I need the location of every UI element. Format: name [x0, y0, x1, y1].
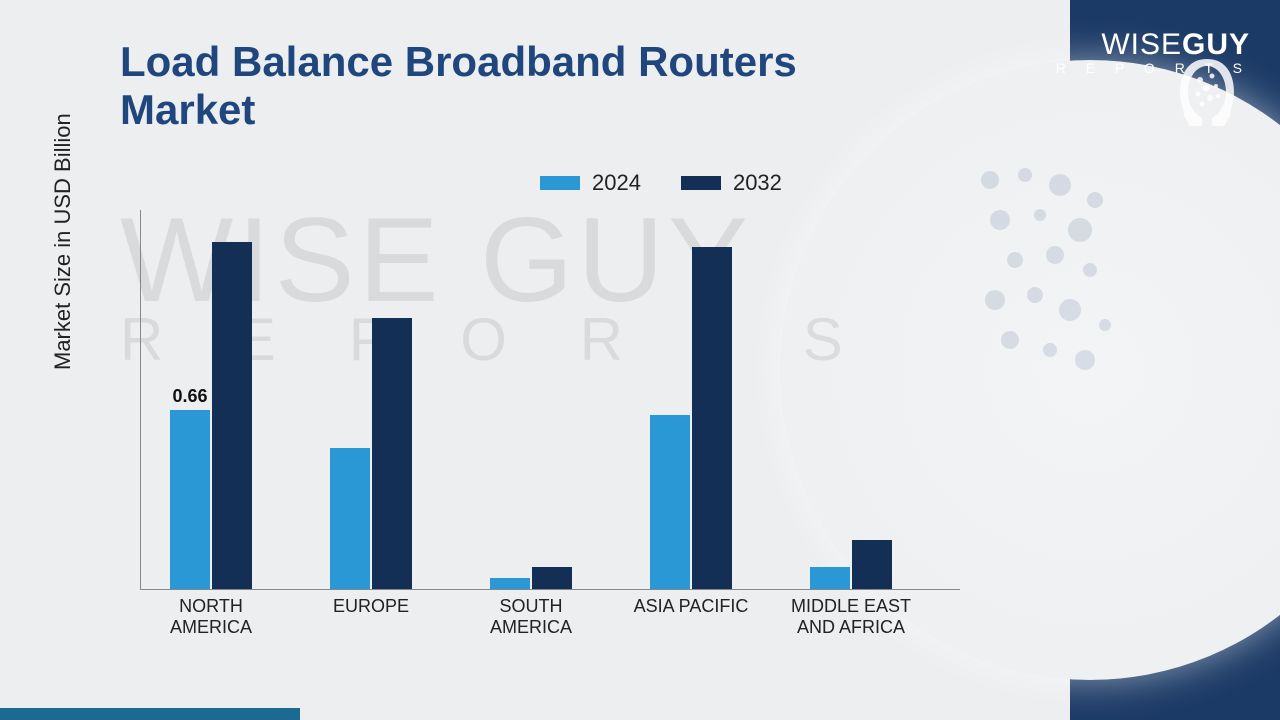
footer-accent-bar — [0, 708, 300, 720]
bar-2024 — [330, 448, 370, 589]
legend-label-2024: 2024 — [592, 170, 641, 196]
chart-title: Load Balance Broadband Routers Market — [120, 38, 840, 135]
bar-group — [631, 247, 751, 589]
brand-logo: WISEGUY R E P O R T S — [1056, 28, 1250, 76]
plot-area: 0.66NORTH AMERICAEUROPESOUTH AMERICAASIA… — [140, 210, 960, 590]
bar-value-label: 0.66 — [172, 386, 207, 407]
bar-2032 — [372, 318, 412, 589]
legend-label-2032: 2032 — [733, 170, 782, 196]
y-axis-label: Market Size in USD Billion — [50, 113, 76, 370]
bar-2032 — [212, 242, 252, 589]
legend: 2024 2032 — [540, 170, 782, 196]
bar-2032 — [532, 567, 572, 589]
bar-2032 — [692, 247, 732, 589]
chart-area: Market Size in USD Billion 2024 2032 0.6… — [100, 170, 970, 670]
logo-text-wise: WISE — [1101, 28, 1182, 61]
bar-2024 — [810, 567, 850, 589]
x-axis-category-label: NORTH AMERICA — [141, 596, 281, 637]
legend-item-2032: 2032 — [681, 170, 782, 196]
legend-item-2024: 2024 — [540, 170, 641, 196]
bar-group — [791, 540, 911, 589]
bar-group — [471, 567, 591, 589]
legend-swatch-2024 — [540, 176, 580, 190]
bar-2032 — [852, 540, 892, 589]
x-axis-category-label: SOUTH AMERICA — [461, 596, 601, 637]
x-axis-category-label: EUROPE — [301, 596, 441, 617]
bar-2024 — [650, 415, 690, 589]
x-axis-category-label: ASIA PACIFIC — [621, 596, 761, 617]
dots-decoration — [970, 160, 1130, 380]
x-axis-category-label: MIDDLE EAST AND AFRICA — [781, 596, 921, 637]
bar-group — [311, 318, 431, 589]
bar-2024: 0.66 — [170, 410, 210, 589]
legend-swatch-2032 — [681, 176, 721, 190]
logo-head-icon — [1172, 54, 1242, 134]
bar-2024 — [490, 578, 530, 589]
bar-group: 0.66 — [151, 242, 271, 589]
